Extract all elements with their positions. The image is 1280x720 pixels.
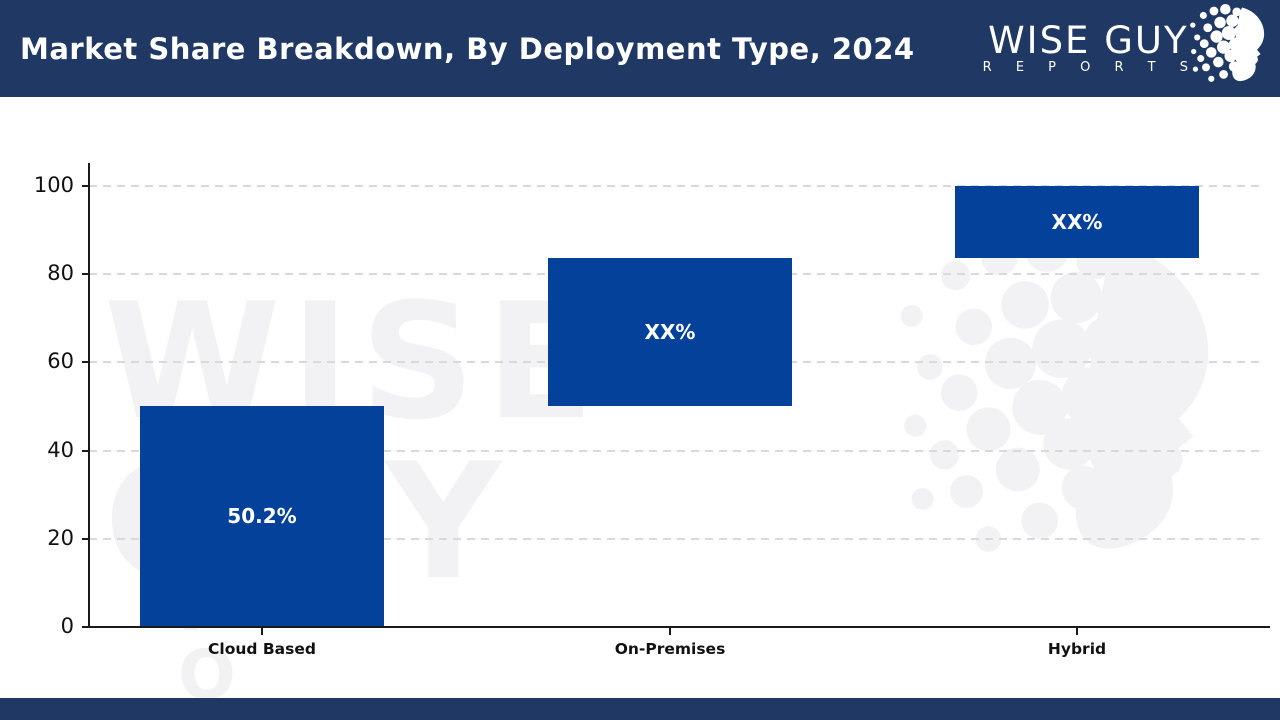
- x-axis-line: [88, 626, 1270, 628]
- y-tick-mark-20: [82, 537, 89, 540]
- y-tick-mark-80: [82, 273, 89, 276]
- bar-value-label: XX%: [1051, 210, 1103, 235]
- y-tick-mark-0: [82, 626, 89, 628]
- y-tick-label-80: 80: [47, 261, 74, 286]
- gridline-y-100: [89, 185, 1264, 187]
- x-tick-mark-0: [261, 628, 263, 635]
- x-category-label-hybrid: Hybrid: [1047, 640, 1107, 658]
- y-tick-mark-40: [82, 449, 89, 452]
- y-tick-mark-60: [82, 361, 89, 364]
- header-bar: Market Share Breakdown, By Deployment Ty…: [0, 0, 1280, 97]
- brand-logo: WISE GUY R E P O R T S: [979, 4, 1272, 92]
- gridline-y-20: [89, 537, 1264, 540]
- footer-bar: [0, 698, 1280, 720]
- bar-value-label: 50.2%: [227, 504, 297, 529]
- y-tick-label-60: 60: [47, 349, 74, 374]
- bar-value-label: XX%: [644, 319, 696, 344]
- brand-subtitle: R E P O R T S: [982, 59, 1198, 75]
- y-tick-label-40: 40: [47, 437, 74, 462]
- chart-title: Market Share Breakdown, By Deployment Ty…: [20, 31, 915, 66]
- y-axis-line: [88, 163, 90, 627]
- gridline-y-40: [89, 449, 1264, 452]
- x-tick-mark-2: [1076, 628, 1078, 635]
- bar-hybrid: XX%: [955, 186, 1199, 259]
- brand-logo-text: WISE GUY R E P O R T S: [979, 19, 1198, 75]
- x-category-label-on-premises: On-Premises: [614, 640, 726, 658]
- plot-area: 50.2% XX% XX%: [89, 185, 1264, 627]
- x-tick-mark-1: [669, 628, 671, 635]
- brand-name: WISE GUY: [988, 19, 1189, 63]
- bar-on-premises: XX%: [548, 258, 792, 406]
- x-category-label-cloud-based: Cloud Based: [208, 640, 316, 658]
- watermark-face-icon: [900, 228, 1209, 552]
- y-tick-label-100: 100: [33, 173, 74, 197]
- y-tick-label-0: 0: [60, 614, 74, 638]
- bar-cloud-based: 50.2%: [140, 405, 384, 627]
- y-tick-label-20: 20: [47, 525, 74, 550]
- wise-guy-face-icon: [1190, 4, 1265, 82]
- y-tick-mark-100: [82, 185, 89, 187]
